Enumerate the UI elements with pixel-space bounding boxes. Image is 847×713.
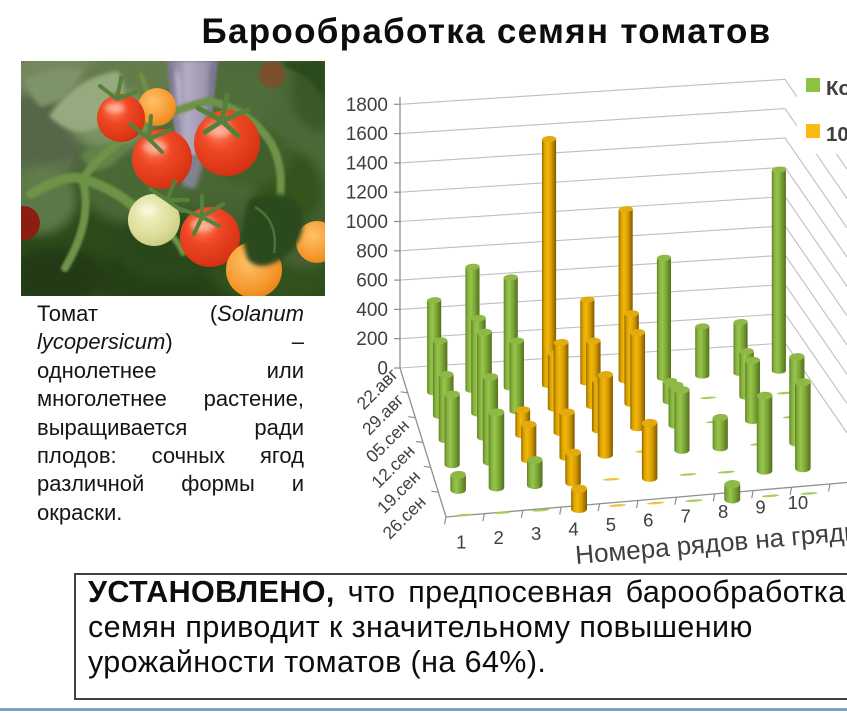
svg-text:4: 4	[568, 518, 578, 539]
svg-text:8: 8	[718, 501, 728, 522]
svg-text:Контроль: Контроль	[826, 77, 847, 100]
svg-text:1000: 1000	[346, 212, 388, 233]
svg-text:6: 6	[643, 510, 653, 531]
svg-text:9: 9	[755, 497, 765, 518]
svg-text:1400: 1400	[346, 153, 388, 174]
svg-text:10: 10	[788, 492, 809, 513]
svg-text:200: 200	[356, 329, 388, 350]
svg-text:3: 3	[531, 523, 541, 544]
svg-text:1: 1	[456, 532, 466, 553]
svg-text:800: 800	[356, 241, 388, 262]
svg-text:7: 7	[681, 505, 691, 526]
svg-text:2: 2	[494, 527, 504, 548]
svg-text:1800: 1800	[346, 95, 388, 116]
svg-text:1200: 1200	[346, 183, 388, 204]
svg-text:600: 600	[356, 271, 388, 292]
svg-text:5: 5	[606, 514, 616, 535]
svg-text:1600: 1600	[346, 124, 388, 145]
svg-text:10 атм: 10 атм	[826, 123, 847, 146]
svg-text:0: 0	[377, 359, 388, 380]
svg-text:400: 400	[356, 300, 388, 321]
